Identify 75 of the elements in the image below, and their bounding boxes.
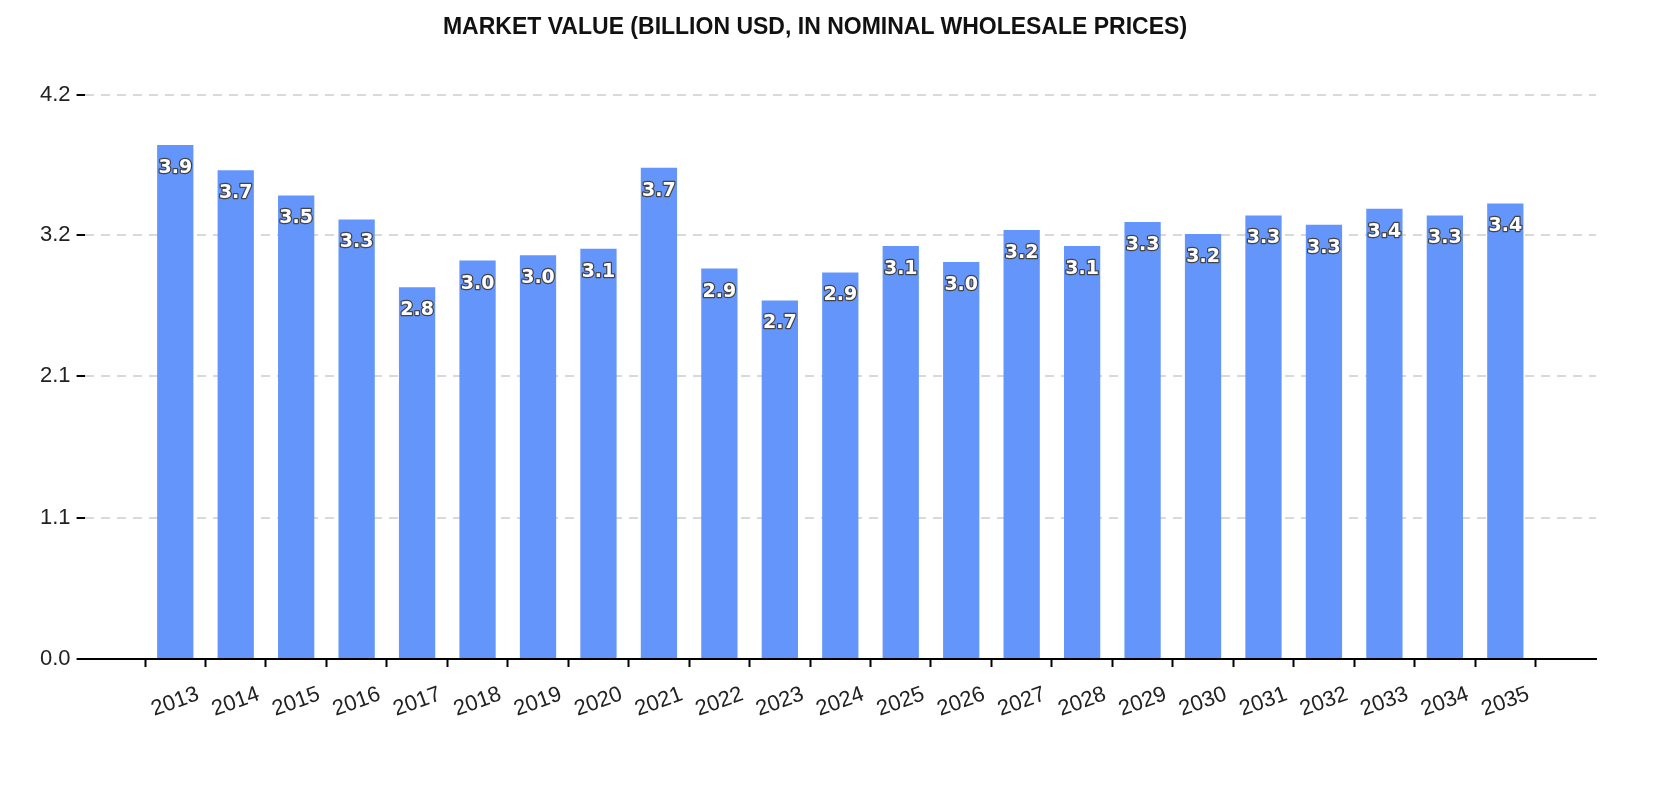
- bar: [1487, 203, 1524, 658]
- x-tick-label: 2024: [812, 680, 868, 721]
- bar: [761, 300, 798, 658]
- x-tick-label: 2023: [752, 680, 807, 721]
- bar: [822, 272, 859, 658]
- y-tick-label: 1.1: [39, 504, 71, 530]
- bar: [1063, 245, 1101, 658]
- data-label: 3.0: [460, 270, 495, 293]
- chart-title: MARKET VALUE (BILLION USD, IN NOMINAL WHOLESALE PRICES): [442, 13, 1188, 40]
- bar: [1305, 224, 1343, 658]
- data-label: 3.4: [1367, 218, 1402, 241]
- bar: [943, 261, 980, 658]
- x-tick-label: 2032: [1296, 680, 1351, 721]
- data-label: 3.9: [158, 155, 193, 177]
- bar: [640, 167, 678, 658]
- data-label: 3.3: [1246, 225, 1281, 248]
- data-label: 3.3: [1428, 225, 1462, 248]
- x-tick-label: 2035: [1477, 680, 1533, 721]
- data-label: 3.7: [218, 180, 253, 203]
- data-label: 2.8: [400, 297, 434, 320]
- data-label: 3.0: [944, 271, 979, 294]
- data-label: 3.0: [521, 265, 555, 288]
- bar: [1245, 215, 1282, 658]
- x-tick-label: 2019: [510, 680, 565, 721]
- bar: [1366, 208, 1403, 658]
- data-label: 3.3: [1125, 232, 1160, 255]
- bar: [519, 255, 557, 658]
- data-label: 3.4: [1488, 213, 1523, 236]
- x-tick-label: 2014: [207, 680, 263, 721]
- bar: [217, 170, 254, 658]
- x-tick-label: 2033: [1356, 680, 1412, 721]
- bar: [459, 260, 496, 658]
- bar: [1124, 222, 1161, 658]
- x-tick-label: 2025: [872, 680, 928, 721]
- bar: [278, 195, 315, 658]
- x-tick-label: 2021: [631, 680, 686, 721]
- x-tick-label: 2013: [147, 680, 203, 721]
- data-label: 3.5: [279, 205, 314, 228]
- data-label: 3.7: [642, 177, 676, 200]
- y-tick-label: 4.2: [39, 80, 71, 106]
- bar: [882, 245, 919, 658]
- data-label: 3.3: [339, 229, 374, 252]
- x-tick-label: 2029: [1114, 680, 1170, 721]
- x-tick-label: 2017: [389, 680, 444, 721]
- x-tick-label: 2030: [1175, 680, 1230, 721]
- data-label: 3.3: [1307, 234, 1341, 257]
- data-label: 2.9: [823, 282, 858, 305]
- data-label: 3.1: [883, 255, 918, 278]
- y-tick-label: 2.1: [39, 362, 71, 388]
- bar: [580, 248, 617, 658]
- data-label: 2.7: [763, 310, 797, 333]
- x-tick-label: 2018: [449, 680, 505, 721]
- bar: [398, 287, 436, 658]
- x-tick-label: 2022: [691, 680, 747, 721]
- bar: [157, 145, 194, 658]
- x-tick-label: 2020: [570, 680, 626, 721]
- x-tick-label: 2034: [1417, 680, 1472, 721]
- y-tick-label: 0.0: [39, 645, 71, 671]
- x-tick-label: 2027: [993, 680, 1049, 721]
- data-label: 3.2: [1004, 239, 1039, 262]
- x-tick-label: 2026: [933, 680, 988, 721]
- data-label: 3.2: [1186, 243, 1220, 266]
- data-label: 3.1: [581, 258, 616, 281]
- x-tick-label: 2016: [328, 680, 384, 721]
- bar: [1003, 230, 1040, 658]
- bar: [338, 219, 375, 658]
- x-tick-label: 2015: [268, 680, 323, 721]
- bar: [1184, 234, 1222, 658]
- y-tick-label: 3.2: [39, 221, 71, 247]
- data-label: 3.1: [1065, 255, 1099, 278]
- data-label: 2.9: [702, 278, 737, 301]
- x-tick-label: 2028: [1054, 680, 1109, 721]
- x-tick-label: 2031: [1235, 680, 1291, 721]
- bar: [701, 268, 738, 658]
- bar: [1426, 215, 1463, 658]
